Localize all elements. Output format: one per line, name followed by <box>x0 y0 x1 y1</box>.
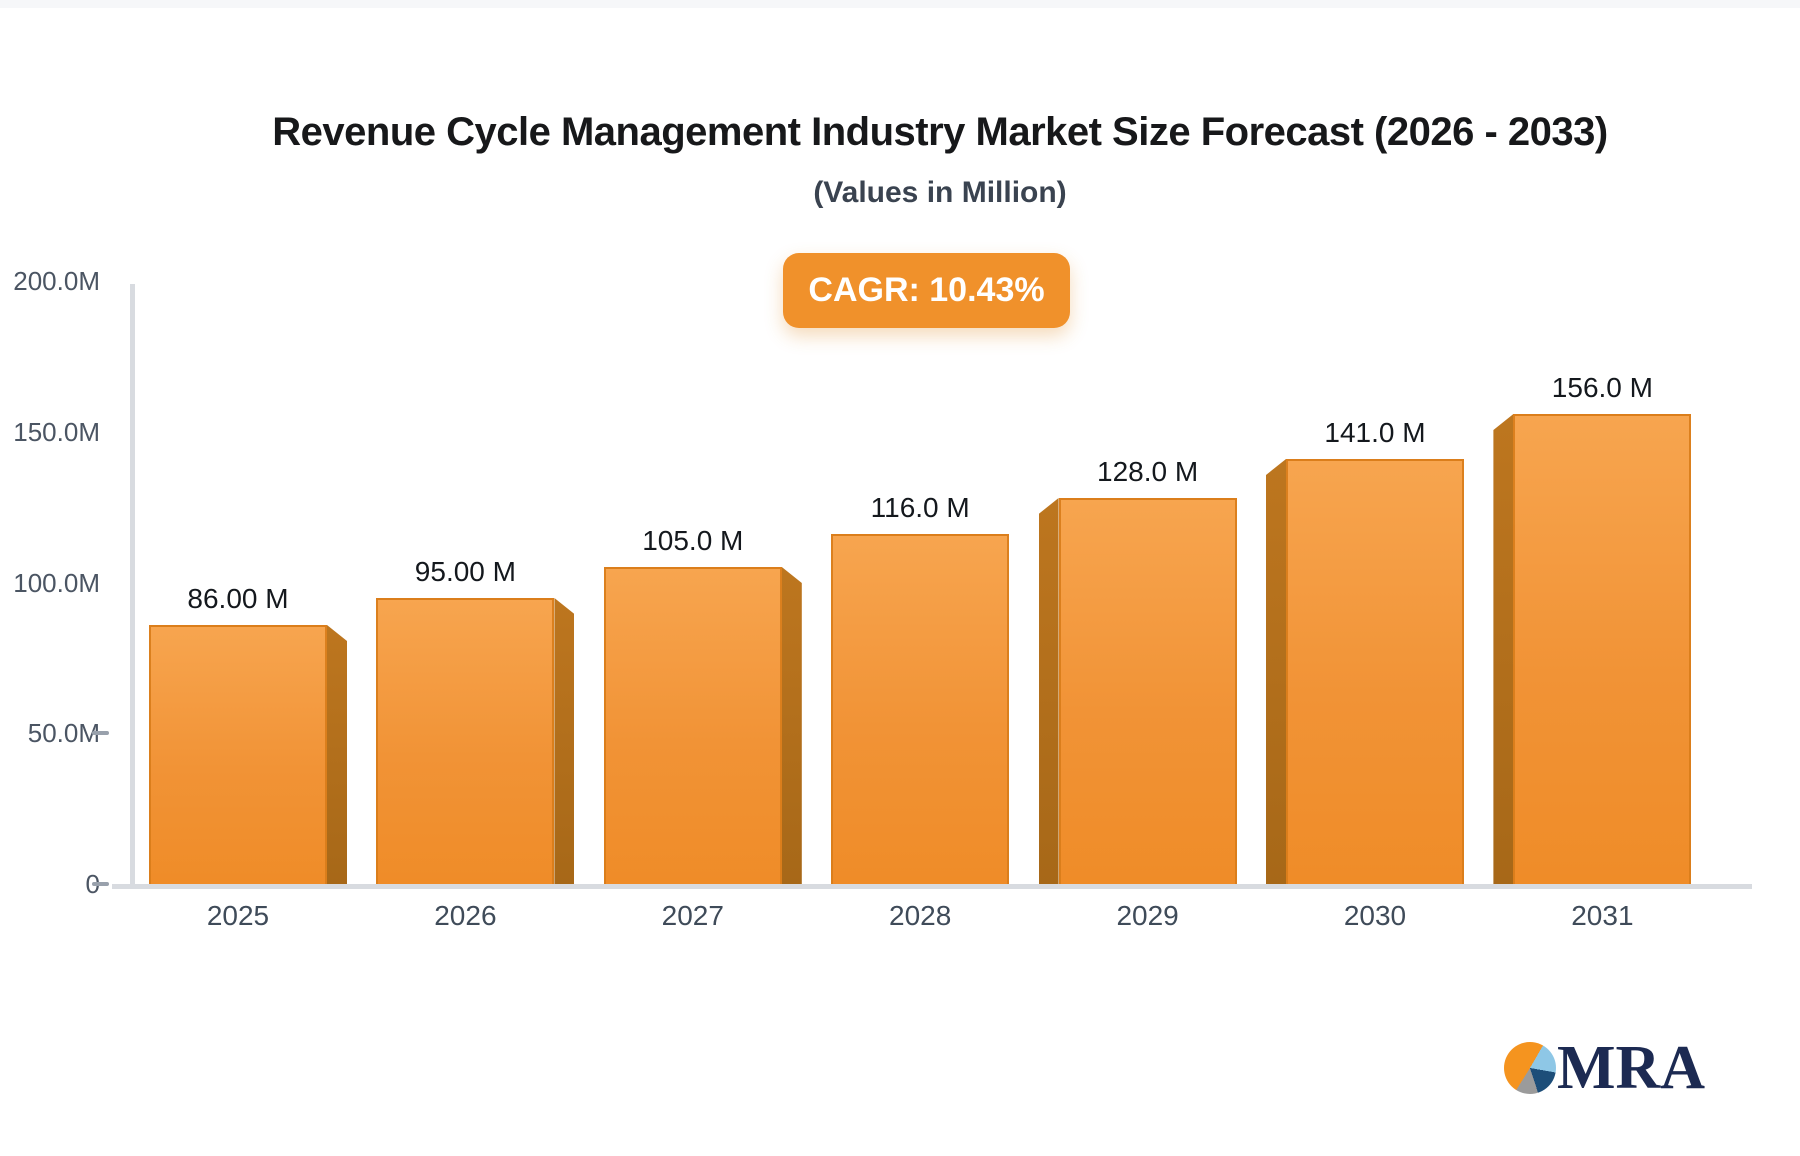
mra-logo: MRA <box>1504 1034 1706 1102</box>
mra-pie-chart-icon <box>1504 1042 1556 1094</box>
y-tick-label: 150.0M <box>13 416 100 447</box>
bar-face <box>1286 459 1464 884</box>
bar-side-face <box>781 567 802 884</box>
bar-side-face <box>1493 414 1514 884</box>
bar-value-label: 128.0 M <box>1097 456 1199 487</box>
chart-header: Revenue Cycle Management Industry Market… <box>140 110 1740 210</box>
x-category-label: 2028 <box>889 900 952 931</box>
y-tick-label: 100.0M <box>13 567 100 598</box>
bar-value-label: 156.0 M <box>1551 372 1653 403</box>
x-category-label: 2025 <box>206 900 270 931</box>
bar-value-label: 86.00 M <box>187 583 289 614</box>
page-title: Revenue Cycle Management Industry Market… <box>272 110 1608 154</box>
top-border <box>0 0 1800 8</box>
bar-side-face <box>1266 459 1286 884</box>
x-axis-line <box>112 884 1752 889</box>
x-category-label: 2031 <box>1571 900 1634 931</box>
bar-face <box>603 567 782 884</box>
x-category-label: 2026 <box>434 900 497 931</box>
bar-value-label: 105.0 M <box>642 525 744 556</box>
bar-face <box>376 598 555 884</box>
y-tick-mark <box>92 731 109 736</box>
bar-face <box>1058 498 1237 884</box>
bar-value-label: 141.0 M <box>1324 417 1426 448</box>
mra-logo-text: MRA <box>1557 1034 1706 1102</box>
bar-side-face <box>554 598 575 884</box>
bar-face <box>149 625 327 884</box>
bar-value-label: 116.0 M <box>870 492 970 523</box>
bar-face <box>831 534 1010 884</box>
bar-side-face <box>327 625 347 884</box>
bar-value-label: 95.00 M <box>414 556 516 587</box>
x-category-label: 2030 <box>1343 900 1407 931</box>
y-axis-line <box>130 284 135 885</box>
y-tick-label: 200.0M <box>13 266 100 296</box>
bar-face <box>1513 414 1692 884</box>
page-subtitle: (Values in Million) <box>813 176 1067 209</box>
x-category-label: 2029 <box>1116 900 1179 931</box>
y-tick-label: 50.0M <box>27 718 100 749</box>
cagr-badge: CAGR: 10.43% <box>783 253 1070 328</box>
x-category-label: 2027 <box>661 900 724 931</box>
y-tick-mark <box>92 882 109 886</box>
bar-side-face <box>1038 498 1059 884</box>
